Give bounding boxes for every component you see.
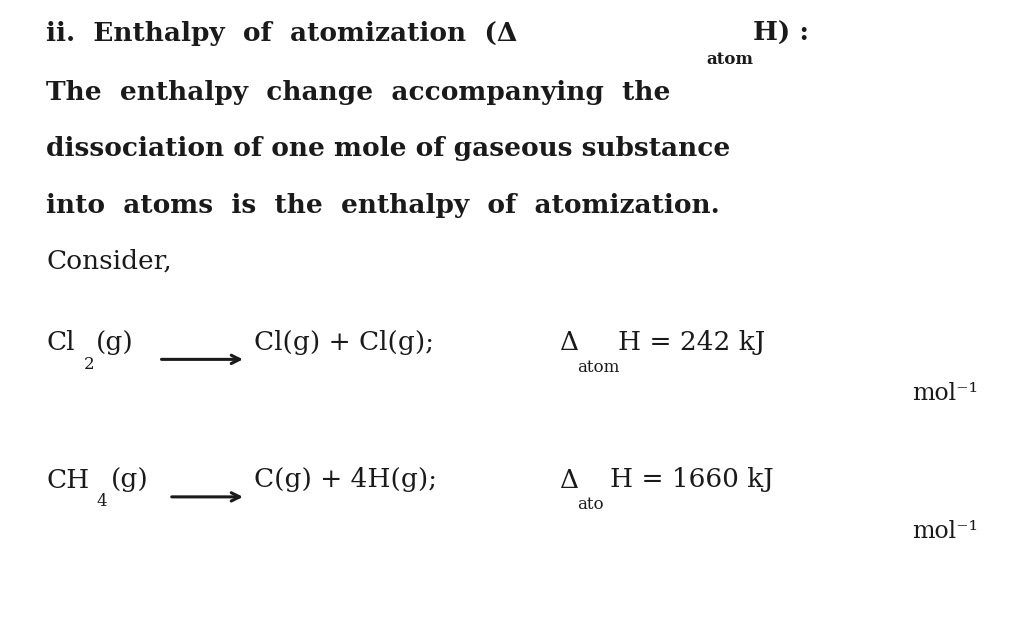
Text: dissociation of one mole of gaseous substance: dissociation of one mole of gaseous subs… (46, 136, 730, 161)
Text: (g): (g) (111, 468, 148, 492)
Text: CH: CH (46, 468, 89, 492)
Text: atom: atom (707, 51, 754, 68)
Text: mol⁻¹: mol⁻¹ (912, 382, 978, 405)
Text: H = 1660 kJ: H = 1660 kJ (610, 468, 774, 492)
Text: Δ: Δ (560, 468, 580, 492)
Text: H) :: H) : (753, 21, 809, 46)
Text: mol⁻¹: mol⁻¹ (912, 519, 978, 542)
Text: into  atoms  is  the  enthalpy  of  atomization.: into atoms is the enthalpy of atomizatio… (46, 192, 720, 218)
Text: C(g) + 4H(g);: C(g) + 4H(g); (254, 468, 437, 492)
Text: ato: ato (578, 496, 604, 513)
Text: 4: 4 (96, 493, 106, 510)
Text: 2: 2 (84, 356, 94, 372)
Text: Cl(g) + Cl(g);: Cl(g) + Cl(g); (254, 330, 434, 355)
Text: Cl: Cl (46, 330, 75, 355)
Text: The  enthalpy  change  accompanying  the: The enthalpy change accompanying the (46, 80, 671, 105)
Text: ii.  Enthalpy  of  atomization  (Δ: ii. Enthalpy of atomization (Δ (46, 21, 517, 46)
Text: atom: atom (578, 359, 620, 376)
Text: H = 242 kJ: H = 242 kJ (618, 330, 766, 355)
Text: (g): (g) (96, 330, 134, 355)
Text: Δ: Δ (560, 330, 580, 355)
Text: Consider,: Consider, (46, 249, 172, 274)
